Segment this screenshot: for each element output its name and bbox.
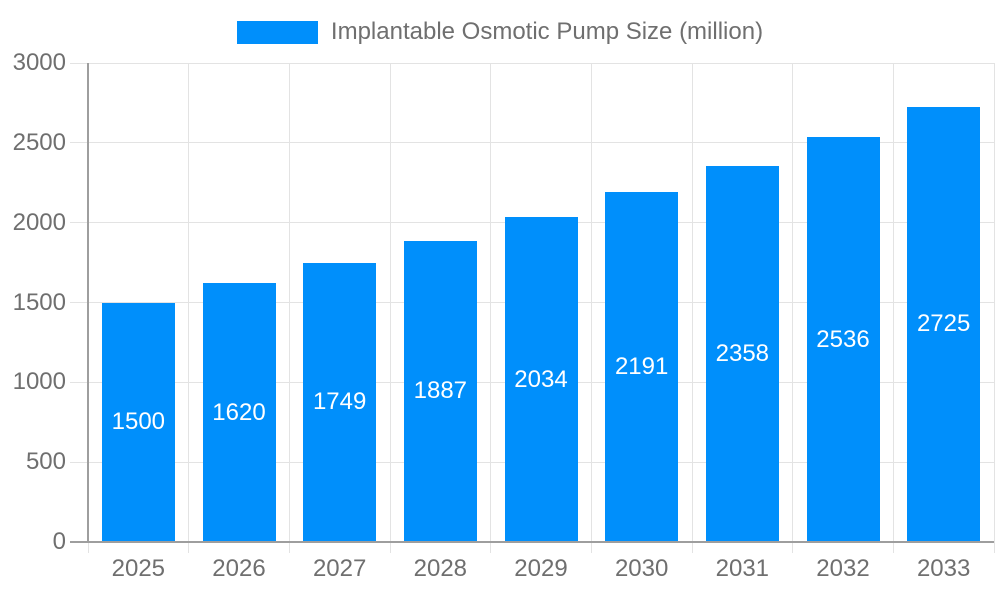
h-gridline xyxy=(70,62,994,64)
y-axis-tick-label: 3000 xyxy=(12,49,66,76)
x-axis-tick-label: 2031 xyxy=(715,555,770,582)
h-gridline xyxy=(70,142,994,144)
v-gridline xyxy=(188,63,190,553)
v-gridline xyxy=(590,63,592,553)
y-axis-tick-label: 1500 xyxy=(12,288,66,316)
x-axis-tick-label: 2025 xyxy=(111,555,166,582)
v-gridline xyxy=(892,63,894,553)
bar-2031[interactable]: 2358 xyxy=(705,165,779,542)
bar-2025[interactable]: 1500 xyxy=(101,302,175,542)
x-axis-tick-label: 2026 xyxy=(212,555,266,582)
v-gridline xyxy=(792,63,794,553)
y-axis-tick-label: 2000 xyxy=(12,208,66,236)
y-axis-tick-label: 500 xyxy=(25,448,66,476)
x-axis-tick-label: 2032 xyxy=(816,555,870,582)
bar-2029[interactable]: 2034 xyxy=(504,217,578,542)
v-gridline xyxy=(389,63,391,553)
v-gridline xyxy=(993,63,995,553)
legend-swatch-icon xyxy=(236,20,318,44)
y-axis-tick-label: 2500 xyxy=(12,128,66,156)
bar-value-label: 2191 xyxy=(614,353,669,381)
bar-value-label: 1749 xyxy=(312,388,367,416)
bar-value-label: 2536 xyxy=(816,325,870,353)
bar-2033[interactable]: 2725 xyxy=(907,106,981,542)
v-gridline xyxy=(691,63,693,553)
x-axis-tick-label: 2027 xyxy=(312,555,367,582)
chart-legend[interactable]: Implantable Osmotic Pump Size (million) xyxy=(0,18,1000,46)
y-axis-tick-label: 1000 xyxy=(12,368,66,396)
y-axis-line xyxy=(87,63,89,542)
bar-2030[interactable]: 2191 xyxy=(605,192,679,542)
bar-2027[interactable]: 1749 xyxy=(303,262,377,542)
v-gridline xyxy=(288,63,290,553)
bar-value-label: 1620 xyxy=(212,398,266,426)
y-axis-tick-label: 0 xyxy=(52,528,66,555)
bar-value-label: 2358 xyxy=(715,339,770,367)
bar-value-label: 2034 xyxy=(514,365,568,393)
x-axis-tick-label: 2033 xyxy=(916,555,971,582)
x-axis-line xyxy=(70,541,994,543)
bar-value-label: 2725 xyxy=(916,310,971,338)
x-axis-tick-label: 2028 xyxy=(413,555,468,582)
bar-value-label: 1500 xyxy=(111,408,166,436)
bar-2026[interactable]: 1620 xyxy=(202,283,276,542)
v-gridline xyxy=(490,63,492,553)
bar-value-label: 1887 xyxy=(413,377,468,405)
bar-2032[interactable]: 2536 xyxy=(806,137,880,542)
x-axis-tick-label: 2029 xyxy=(514,555,568,582)
legend-label: Implantable Osmotic Pump Size (million) xyxy=(330,18,764,45)
x-axis-tick-label: 2030 xyxy=(614,555,669,582)
bar-2028[interactable]: 1887 xyxy=(403,240,477,542)
